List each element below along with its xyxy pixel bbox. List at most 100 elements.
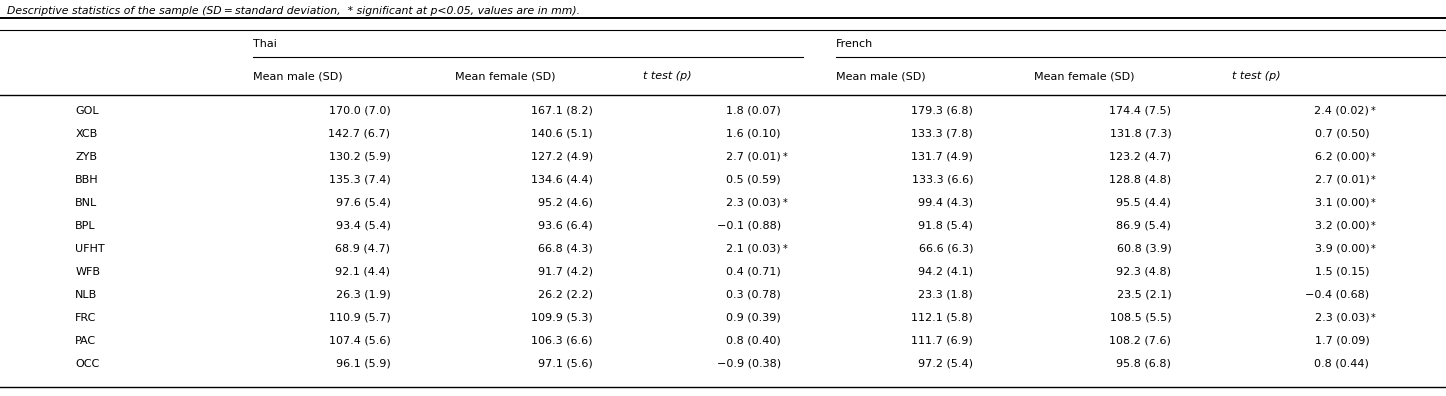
Text: WFB: WFB (75, 267, 100, 277)
Text: Mean male (SD): Mean male (SD) (836, 71, 925, 81)
Text: 3.2 (0.00): 3.2 (0.00) (1314, 221, 1369, 231)
Text: 133.3 (7.8): 133.3 (7.8) (911, 129, 973, 139)
Text: 167.1 (8.2): 167.1 (8.2) (531, 106, 593, 116)
Text: 2.7 (0.01): 2.7 (0.01) (726, 152, 781, 162)
Text: *: * (1371, 221, 1375, 231)
Text: 127.2 (4.9): 127.2 (4.9) (531, 152, 593, 162)
Text: *: * (782, 198, 787, 208)
Text: 96.1 (5.9): 96.1 (5.9) (335, 358, 390, 369)
Text: 0.5 (0.59): 0.5 (0.59) (726, 175, 781, 185)
Text: 66.6 (6.3): 66.6 (6.3) (918, 244, 973, 254)
Text: 2.1 (0.03): 2.1 (0.03) (726, 244, 781, 254)
Text: *: * (782, 244, 787, 254)
Text: 1.7 (0.09): 1.7 (0.09) (1314, 335, 1369, 346)
Text: 128.8 (4.8): 128.8 (4.8) (1109, 175, 1171, 185)
Text: 86.9 (5.4): 86.9 (5.4) (1116, 221, 1171, 231)
Text: 133.3 (6.6): 133.3 (6.6) (911, 175, 973, 185)
Text: 93.6 (6.4): 93.6 (6.4) (538, 221, 593, 231)
Text: Descriptive statistics of the sample (SD = standard deviation,  * significant at: Descriptive statistics of the sample (SD… (7, 6, 580, 16)
Text: *: * (1371, 175, 1375, 185)
Text: 2.3 (0.03): 2.3 (0.03) (1314, 312, 1369, 323)
Text: Thai: Thai (253, 38, 278, 49)
Text: ZYB: ZYB (75, 152, 97, 162)
Text: Mean female (SD): Mean female (SD) (1034, 71, 1135, 81)
Text: French: French (836, 38, 873, 49)
Text: 2.4 (0.02): 2.4 (0.02) (1314, 106, 1369, 116)
Text: −0.9 (0.38): −0.9 (0.38) (717, 358, 781, 369)
Text: XCB: XCB (75, 129, 97, 139)
Text: 26.2 (2.2): 26.2 (2.2) (538, 289, 593, 300)
Text: 170.0 (7.0): 170.0 (7.0) (328, 106, 390, 116)
Text: 1.6 (0.10): 1.6 (0.10) (726, 129, 781, 139)
Text: 60.8 (3.9): 60.8 (3.9) (1116, 244, 1171, 254)
Text: 108.5 (5.5): 108.5 (5.5) (1109, 312, 1171, 323)
Text: 92.1 (4.4): 92.1 (4.4) (335, 267, 390, 277)
Text: 99.4 (4.3): 99.4 (4.3) (918, 198, 973, 208)
Text: 92.3 (4.8): 92.3 (4.8) (1116, 267, 1171, 277)
Text: Mean male (SD): Mean male (SD) (253, 71, 343, 81)
Text: BBH: BBH (75, 175, 98, 185)
Text: Mean female (SD): Mean female (SD) (455, 71, 557, 81)
Text: *: * (1371, 106, 1375, 116)
Text: 0.4 (0.71): 0.4 (0.71) (726, 267, 781, 277)
Text: 109.9 (5.3): 109.9 (5.3) (531, 312, 593, 323)
Text: 95.2 (4.6): 95.2 (4.6) (538, 198, 593, 208)
Text: 3.9 (0.00): 3.9 (0.00) (1314, 244, 1369, 254)
Text: FRC: FRC (75, 312, 97, 323)
Text: 107.4 (5.6): 107.4 (5.6) (328, 335, 390, 346)
Text: 3.1 (0.00): 3.1 (0.00) (1314, 198, 1369, 208)
Text: 26.3 (1.9): 26.3 (1.9) (335, 289, 390, 300)
Text: PAC: PAC (75, 335, 97, 346)
Text: −0.1 (0.88): −0.1 (0.88) (717, 221, 781, 231)
Text: 130.2 (5.9): 130.2 (5.9) (328, 152, 390, 162)
Text: UFHT: UFHT (75, 244, 104, 254)
Text: 174.4 (7.5): 174.4 (7.5) (1109, 106, 1171, 116)
Text: t test (p): t test (p) (1232, 71, 1281, 81)
Text: 1.5 (0.15): 1.5 (0.15) (1314, 267, 1369, 277)
Text: BNL: BNL (75, 198, 97, 208)
Text: 97.6 (5.4): 97.6 (5.4) (335, 198, 390, 208)
Text: *: * (1371, 152, 1375, 162)
Text: 23.3 (1.8): 23.3 (1.8) (918, 289, 973, 300)
Text: 95.8 (6.8): 95.8 (6.8) (1116, 358, 1171, 369)
Text: *: * (1371, 312, 1375, 323)
Text: *: * (1371, 244, 1375, 254)
Text: 0.8 (0.40): 0.8 (0.40) (726, 335, 781, 346)
Text: 123.2 (4.7): 123.2 (4.7) (1109, 152, 1171, 162)
Text: 93.4 (5.4): 93.4 (5.4) (335, 221, 390, 231)
Text: GOL: GOL (75, 106, 98, 116)
Text: 142.7 (6.7): 142.7 (6.7) (328, 129, 390, 139)
Text: OCC: OCC (75, 358, 100, 369)
Text: 140.6 (5.1): 140.6 (5.1) (531, 129, 593, 139)
Text: 6.2 (0.00): 6.2 (0.00) (1314, 152, 1369, 162)
Text: 112.1 (5.8): 112.1 (5.8) (911, 312, 973, 323)
Text: 97.2 (5.4): 97.2 (5.4) (918, 358, 973, 369)
Text: 95.5 (4.4): 95.5 (4.4) (1116, 198, 1171, 208)
Text: 179.3 (6.8): 179.3 (6.8) (911, 106, 973, 116)
Text: 2.7 (0.01): 2.7 (0.01) (1314, 175, 1369, 185)
Text: NLB: NLB (75, 289, 97, 300)
Text: −0.4 (0.68): −0.4 (0.68) (1306, 289, 1369, 300)
Text: 94.2 (4.1): 94.2 (4.1) (918, 267, 973, 277)
Text: BPL: BPL (75, 221, 95, 231)
Text: 131.8 (7.3): 131.8 (7.3) (1109, 129, 1171, 139)
Text: *: * (782, 152, 787, 162)
Text: 111.7 (6.9): 111.7 (6.9) (911, 335, 973, 346)
Text: 0.3 (0.78): 0.3 (0.78) (726, 289, 781, 300)
Text: 0.7 (0.50): 0.7 (0.50) (1314, 129, 1369, 139)
Text: 68.9 (4.7): 68.9 (4.7) (335, 244, 390, 254)
Text: *: * (1371, 198, 1375, 208)
Text: 110.9 (5.7): 110.9 (5.7) (328, 312, 390, 323)
Text: 97.1 (5.6): 97.1 (5.6) (538, 358, 593, 369)
Text: 108.2 (7.6): 108.2 (7.6) (1109, 335, 1171, 346)
Text: 91.8 (5.4): 91.8 (5.4) (918, 221, 973, 231)
Text: 106.3 (6.6): 106.3 (6.6) (531, 335, 593, 346)
Text: 0.9 (0.39): 0.9 (0.39) (726, 312, 781, 323)
Text: 134.6 (4.4): 134.6 (4.4) (531, 175, 593, 185)
Text: 66.8 (4.3): 66.8 (4.3) (538, 244, 593, 254)
Text: 135.3 (7.4): 135.3 (7.4) (328, 175, 390, 185)
Text: t test (p): t test (p) (643, 71, 693, 81)
Text: 2.3 (0.03): 2.3 (0.03) (726, 198, 781, 208)
Text: 23.5 (2.1): 23.5 (2.1) (1116, 289, 1171, 300)
Text: 131.7 (4.9): 131.7 (4.9) (911, 152, 973, 162)
